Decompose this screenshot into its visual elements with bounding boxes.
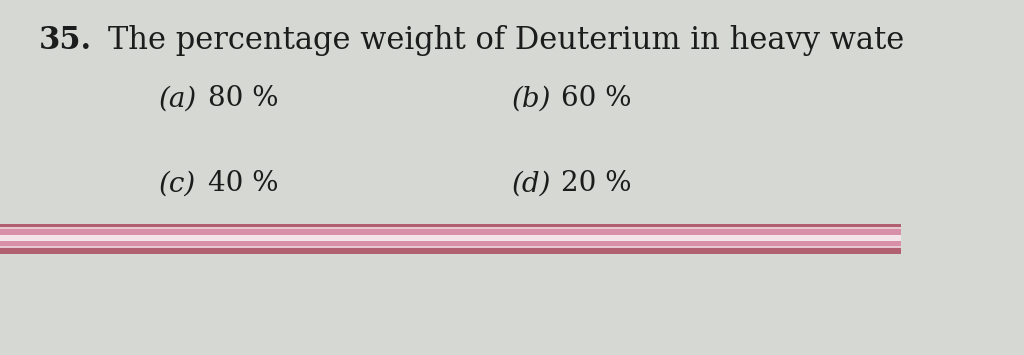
Bar <box>0 229 901 235</box>
Text: 20 %: 20 % <box>561 170 632 197</box>
Bar <box>0 241 901 246</box>
Text: (c): (c) <box>159 170 196 197</box>
Text: (a): (a) <box>159 85 197 112</box>
Text: The percentage weight of Deuterium in heavy wate: The percentage weight of Deuterium in he… <box>108 25 904 56</box>
Text: 80 %: 80 % <box>208 85 279 112</box>
Bar <box>0 248 901 254</box>
Bar <box>0 227 901 229</box>
Bar <box>0 246 901 248</box>
Text: (d): (d) <box>512 170 552 197</box>
Bar <box>0 235 901 241</box>
Text: 40 %: 40 % <box>208 170 279 197</box>
Bar <box>0 224 901 227</box>
Text: 35.: 35. <box>39 25 92 56</box>
Text: (b): (b) <box>512 85 552 112</box>
Text: 60 %: 60 % <box>561 85 632 112</box>
